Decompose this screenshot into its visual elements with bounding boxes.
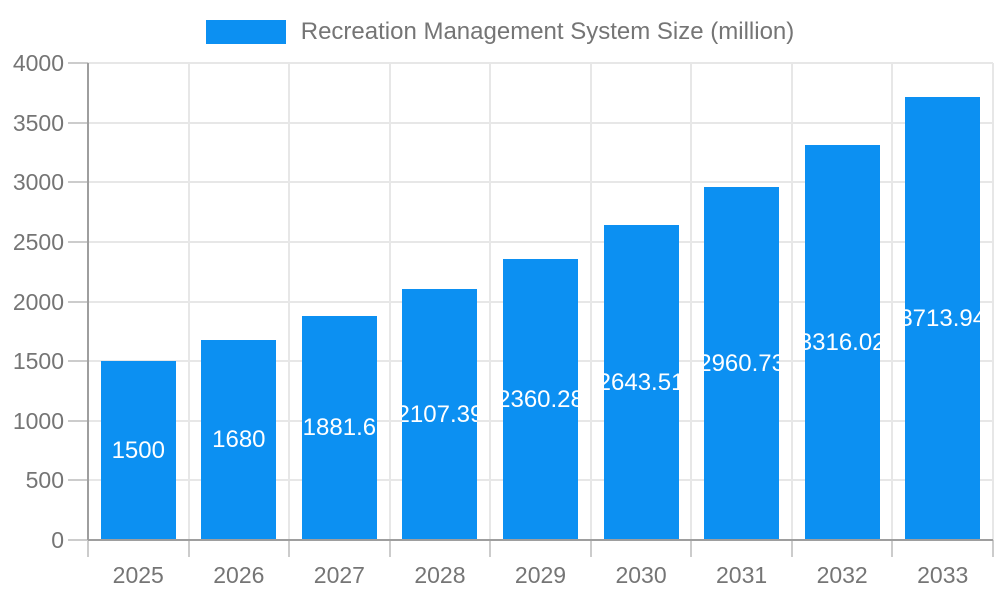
bar-value-label: 1680 [212,426,266,453]
legend: Recreation Management System Size (milli… [0,18,1000,46]
y-axis-tick [68,360,88,363]
bar-value-label: 3713.94 [905,304,981,332]
y-axis-tick [68,539,88,541]
v-gridline [891,63,894,540]
x-axis-tick [187,540,190,557]
bar-2029[interactable]: 2360.28 [503,259,578,540]
x-axis-tick [992,540,994,557]
x-axis-tick [589,540,592,557]
y-axis-label: 500 [25,467,64,494]
bar-value-label: 2360.28 [503,385,578,413]
bar-2028[interactable]: 2107.39 [402,289,478,540]
x-axis-tick [388,540,391,557]
x-axis-label: 2032 [816,562,868,588]
h-gridline [88,121,993,124]
v-gridline [288,63,291,540]
v-gridline [790,63,793,540]
bar-value-label: 1500 [111,436,165,464]
x-axis-label: 2030 [615,562,667,588]
bar-2027[interactable]: 1881.6 [301,316,377,540]
bar-value-label: 2643.51 [603,368,679,396]
x-axis-label: 2033 [917,562,969,588]
x-axis-tick [690,540,693,557]
x-axis-label: 2027 [313,562,365,588]
v-gridline [690,63,693,540]
v-gridline [489,63,492,540]
y-axis-label: 1000 [12,407,64,434]
x-axis-tick [489,540,492,557]
legend-item[interactable]: Recreation Management System Size (milli… [205,18,795,46]
v-gridline [187,63,190,540]
x-axis-tick [790,540,793,557]
y-axis-line [87,63,89,540]
bar-value-label: 1881.6 [302,414,377,441]
bar-value-label: 3316.02 [804,328,880,356]
y-axis-label: 3500 [12,109,64,136]
x-axis-label: 2026 [213,562,265,588]
v-gridline [992,63,994,540]
legend-swatch-icon [205,20,286,44]
x-axis-label: 2025 [112,562,164,588]
x-axis-tick [891,540,894,557]
bar-value-label: 2960.73 [704,349,780,377]
y-axis-label: 1500 [12,348,64,375]
bar-value-label: 2107.39 [402,400,478,428]
y-axis-tick [68,419,88,422]
h-gridline [88,240,993,243]
y-axis-label: 4000 [12,50,64,76]
bar-2032[interactable]: 3316.02 [804,145,880,540]
y-axis-tick [68,300,88,303]
bar-2025[interactable]: 1500 [100,361,176,540]
x-axis-line [88,539,993,541]
bar-2033[interactable]: 3713.94 [905,97,981,540]
y-axis-tick [68,240,88,243]
bar-2026[interactable]: 1680 [201,340,277,540]
bar-2031[interactable]: 2960.73 [704,187,780,540]
h-gridline [88,62,993,64]
legend-label: Recreation Management System Size (milli… [300,18,795,45]
y-axis-tick [68,479,88,482]
y-axis-label: 3000 [12,169,64,196]
bar-2030[interactable]: 2643.51 [603,225,679,540]
h-gridline [88,181,993,184]
y-axis-tick [68,62,88,64]
x-axis-tick [288,540,291,557]
y-axis-label: 0 [51,527,64,553]
y-axis-tick [68,121,88,124]
y-axis-tick [68,181,88,184]
x-axis-label: 2029 [514,562,567,588]
y-axis-label: 2500 [12,228,64,255]
x-axis-label: 2031 [716,562,768,588]
x-axis-tick [87,540,89,557]
y-axis-label: 2000 [12,288,64,315]
v-gridline [388,63,391,540]
v-gridline [589,63,592,540]
x-axis-label: 2028 [414,562,466,588]
